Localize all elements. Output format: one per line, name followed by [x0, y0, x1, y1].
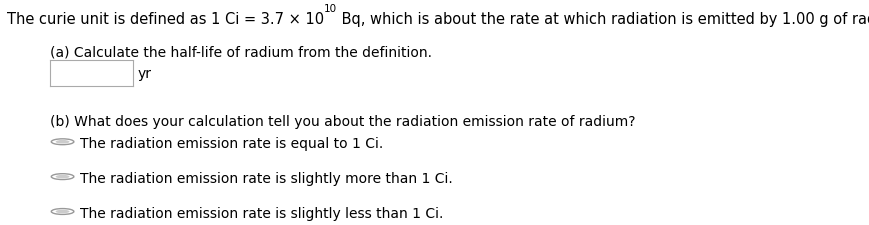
Circle shape [56, 210, 70, 213]
Text: Bq, which is about the rate at which radiation is emitted by 1.00 g of radium.: Bq, which is about the rate at which rad… [337, 12, 869, 27]
Text: The radiation emission rate is slightly more than 1 Ci.: The radiation emission rate is slightly … [80, 172, 453, 186]
Text: (b) What does your calculation tell you about the radiation emission rate of rad: (b) What does your calculation tell you … [50, 115, 636, 129]
Circle shape [56, 175, 70, 178]
Text: The curie unit is defined as 1 Ci = 3.7 × 10: The curie unit is defined as 1 Ci = 3.7 … [7, 12, 324, 27]
Text: 10: 10 [324, 4, 337, 14]
Text: The radiation emission rate is equal to 1 Ci.: The radiation emission rate is equal to … [80, 137, 383, 151]
Text: (a) Calculate the half-life of radium from the definition.: (a) Calculate the half-life of radium fr… [50, 45, 433, 59]
Text: yr: yr [137, 67, 151, 81]
Text: The radiation emission rate is slightly less than 1 Ci.: The radiation emission rate is slightly … [80, 207, 443, 221]
Circle shape [56, 140, 70, 144]
